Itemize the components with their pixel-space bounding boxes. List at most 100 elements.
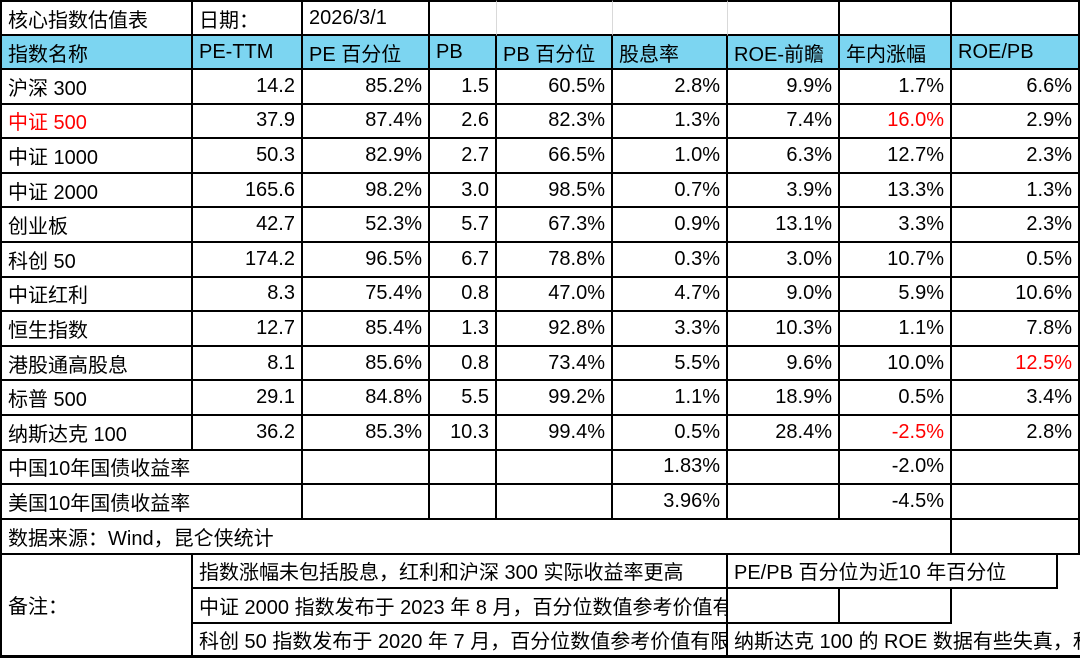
index-name-cell[interactable]: 恒生指数 xyxy=(0,312,193,347)
roe-pb-cell[interactable]: 1.3% xyxy=(952,173,1080,209)
empty-cell[interactable] xyxy=(728,485,840,520)
bond-yield-cell[interactable]: 1.83% xyxy=(613,450,728,486)
pe-percentile-cell[interactable]: 85.4% xyxy=(303,312,430,347)
pb-percentile-cell[interactable]: 66.5% xyxy=(497,139,613,174)
empty-cell[interactable] xyxy=(728,589,840,624)
index-name-cell[interactable]: 港股通高股息 xyxy=(0,346,193,382)
sheet-title-cell[interactable]: 核心指数估值表 xyxy=(0,0,193,36)
roe-pb-cell[interactable]: 7.8% xyxy=(952,312,1080,347)
ytd-change-cell[interactable]: 5.9% xyxy=(840,277,952,313)
pb-cell[interactable]: 6.7 xyxy=(430,242,497,278)
pb-percentile-cell[interactable]: 73.4% xyxy=(497,346,613,382)
pe-percentile-cell[interactable]: 85.2% xyxy=(303,70,430,105)
column-header-roe-forward[interactable]: ROE-前瞻 xyxy=(728,36,840,70)
pe-percentile-cell[interactable]: 85.6% xyxy=(303,346,430,382)
roe-forward-cell[interactable]: 9.9% xyxy=(728,70,840,105)
dividend-yield-cell[interactable]: 4.7% xyxy=(613,277,728,313)
empty-cell[interactable] xyxy=(613,0,728,36)
pb-percentile-cell[interactable]: 78.8% xyxy=(497,242,613,278)
column-header-pe-percentile[interactable]: PE 百分位 xyxy=(303,36,430,70)
dividend-yield-cell[interactable]: 1.1% xyxy=(613,381,728,416)
roe-forward-cell[interactable]: 9.0% xyxy=(728,277,840,313)
roe-pb-cell[interactable]: 2.9% xyxy=(952,104,1080,140)
date-label-cell[interactable]: 日期： xyxy=(193,0,303,36)
roe-pb-cell[interactable]: 2.8% xyxy=(952,415,1080,451)
roe-forward-cell[interactable]: 6.3% xyxy=(728,139,840,174)
pe-percentile-cell[interactable]: 96.5% xyxy=(303,242,430,278)
dividend-yield-cell[interactable]: 1.0% xyxy=(613,139,728,174)
roe-forward-cell[interactable]: 7.4% xyxy=(728,104,840,140)
index-name-cell[interactable]: 沪深 300 xyxy=(0,70,193,105)
ytd-change-cell[interactable]: 12.7% xyxy=(840,139,952,174)
empty-cell[interactable] xyxy=(840,589,952,624)
empty-cell[interactable] xyxy=(840,0,952,36)
column-header-dividend-yield[interactable]: 股息率 xyxy=(613,36,728,70)
empty-cell[interactable] xyxy=(497,450,613,486)
ytd-change-cell[interactable]: 13.3% xyxy=(840,173,952,209)
ytd-change-cell[interactable]: 10.0% xyxy=(840,346,952,382)
side-note-top-cell[interactable]: PE/PB 百分位为近10 年百分位 xyxy=(728,554,1058,590)
empty-cell[interactable] xyxy=(430,485,497,520)
pe-percentile-cell[interactable]: 82.9% xyxy=(303,139,430,174)
pe-percentile-cell[interactable]: 84.8% xyxy=(303,381,430,416)
empty-cell[interactable] xyxy=(952,0,1080,36)
pb-percentile-cell[interactable]: 99.4% xyxy=(497,415,613,451)
pe-ttm-cell[interactable]: 36.2 xyxy=(193,415,303,451)
pb-percentile-cell[interactable]: 67.3% xyxy=(497,208,613,243)
note-cell-3[interactable]: 科创 50 指数发布于 2020 年 7 月，百分位数值参考价值有限 xyxy=(193,623,728,658)
ytd-change-cell[interactable]: -2.5% xyxy=(840,415,952,451)
empty-cell[interactable] xyxy=(497,485,613,520)
index-name-cell[interactable]: 中证 2000 xyxy=(0,173,193,209)
pe-ttm-cell[interactable]: 50.3 xyxy=(193,139,303,174)
bond-name-cell[interactable]: 中国10年国债收益率 xyxy=(0,450,303,486)
dividend-yield-cell[interactable]: 0.5% xyxy=(613,415,728,451)
dividend-yield-cell[interactable]: 5.5% xyxy=(613,346,728,382)
roe-pb-cell[interactable]: 10.6% xyxy=(952,277,1080,313)
ytd-change-cell[interactable]: -2.0% xyxy=(840,450,952,486)
empty-cell[interactable] xyxy=(952,589,1080,624)
pe-percentile-cell[interactable]: 85.3% xyxy=(303,415,430,451)
ytd-change-cell[interactable]: 0.5% xyxy=(840,381,952,416)
data-source-cell[interactable]: 数据来源：Wind，昆仑侠统计 xyxy=(0,519,952,555)
pe-ttm-cell[interactable]: 42.7 xyxy=(193,208,303,243)
column-header-pb[interactable]: PB xyxy=(430,36,497,70)
pb-percentile-cell[interactable]: 82.3% xyxy=(497,104,613,140)
pb-cell[interactable]: 1.3 xyxy=(430,312,497,347)
bond-yield-cell[interactable]: 3.96% xyxy=(613,485,728,520)
pb-cell[interactable]: 5.7 xyxy=(430,208,497,243)
ytd-change-cell[interactable]: -4.5% xyxy=(840,485,952,520)
column-header-index-name[interactable]: 指数名称 xyxy=(0,36,193,70)
roe-pb-cell[interactable]: 2.3% xyxy=(952,208,1080,243)
pe-percentile-cell[interactable]: 87.4% xyxy=(303,104,430,140)
roe-forward-cell[interactable]: 3.9% xyxy=(728,173,840,209)
note-cell-2[interactable]: 中证 2000 指数发布于 2023 年 8 月，百分位数值参考价值有限 xyxy=(193,589,728,624)
pb-cell[interactable]: 10.3 xyxy=(430,415,497,451)
roe-forward-cell[interactable]: 18.9% xyxy=(728,381,840,416)
roe-forward-cell[interactable]: 28.4% xyxy=(728,415,840,451)
pb-cell[interactable]: 3.0 xyxy=(430,173,497,209)
pb-cell[interactable]: 2.7 xyxy=(430,139,497,174)
side-note-bottom-cell[interactable]: 纳斯达克 100 的 ROE 数据有些失真，和超 xyxy=(728,623,1080,658)
index-name-cell[interactable]: 中证 1000 xyxy=(0,139,193,174)
roe-forward-cell[interactable]: 13.1% xyxy=(728,208,840,243)
ytd-change-cell[interactable]: 10.7% xyxy=(840,242,952,278)
pe-percentile-cell[interactable]: 98.2% xyxy=(303,173,430,209)
roe-forward-cell[interactable]: 10.3% xyxy=(728,312,840,347)
column-header-ytd-change[interactable]: 年内涨幅 xyxy=(840,36,952,70)
remarks-label-cell[interactable]: 备注： xyxy=(0,554,193,658)
pe-ttm-cell[interactable]: 8.3 xyxy=(193,277,303,313)
roe-forward-cell[interactable]: 3.0% xyxy=(728,242,840,278)
pb-cell[interactable]: 5.5 xyxy=(430,381,497,416)
pb-cell[interactable]: 1.5 xyxy=(430,70,497,105)
roe-pb-cell[interactable]: 2.3% xyxy=(952,139,1080,174)
column-header-pb-percentile[interactable]: PB 百分位 xyxy=(497,36,613,70)
empty-cell[interactable] xyxy=(303,485,430,520)
dividend-yield-cell[interactable]: 1.3% xyxy=(613,104,728,140)
dividend-yield-cell[interactable]: 2.8% xyxy=(613,70,728,105)
index-name-cell[interactable]: 中证红利 xyxy=(0,277,193,313)
pb-cell[interactable]: 2.6 xyxy=(430,104,497,140)
pe-ttm-cell[interactable]: 37.9 xyxy=(193,104,303,140)
empty-cell[interactable] xyxy=(497,0,613,36)
index-name-cell[interactable]: 纳斯达克 100 xyxy=(0,415,193,451)
pb-percentile-cell[interactable]: 92.8% xyxy=(497,312,613,347)
